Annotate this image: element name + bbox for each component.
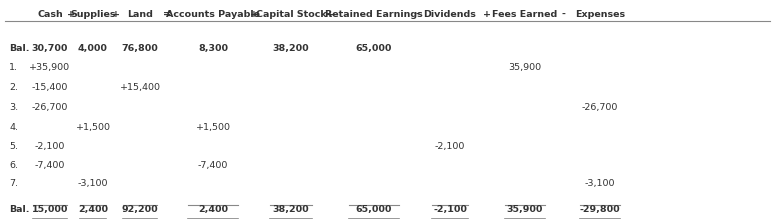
Text: Retained Earnings: Retained Earnings — [325, 10, 423, 19]
Text: 35,900: 35,900 — [507, 205, 543, 214]
Text: -2,100: -2,100 — [433, 205, 467, 214]
Text: -7,400: -7,400 — [198, 161, 228, 170]
Text: -26,700: -26,700 — [582, 103, 618, 112]
Text: =: = — [163, 10, 171, 19]
Text: +: + — [483, 10, 491, 19]
Text: 2.: 2. — [9, 83, 18, 92]
Text: 30,700: 30,700 — [32, 44, 68, 53]
Text: +35,900: +35,900 — [30, 64, 71, 72]
Text: Bal.: Bal. — [9, 44, 30, 53]
Text: -15,400: -15,400 — [32, 83, 68, 92]
Text: +15,400: +15,400 — [120, 83, 161, 92]
Text: 65,000: 65,000 — [356, 205, 392, 214]
Text: Fees Earned: Fees Earned — [493, 10, 558, 19]
Text: 5.: 5. — [9, 142, 18, 151]
Text: 4,000: 4,000 — [78, 44, 108, 53]
Text: 7.: 7. — [9, 179, 18, 188]
Text: 4.: 4. — [9, 123, 18, 132]
Text: 35,900: 35,900 — [508, 64, 542, 72]
Text: Land: Land — [127, 10, 153, 19]
Text: Expenses: Expenses — [575, 10, 625, 19]
Text: 8,300: 8,300 — [198, 44, 228, 53]
Text: -2,100: -2,100 — [35, 142, 65, 151]
Text: Capital Stock: Capital Stock — [256, 10, 326, 19]
Text: 2,400: 2,400 — [78, 205, 108, 214]
Text: -29,800: -29,800 — [580, 205, 620, 214]
Text: +: + — [112, 10, 120, 19]
Text: +: + — [326, 10, 334, 19]
Text: 6.: 6. — [9, 161, 18, 170]
Text: Bal.: Bal. — [9, 205, 30, 214]
Text: Accounts Payable: Accounts Payable — [166, 10, 260, 19]
Text: Dividends: Dividends — [423, 10, 476, 19]
Text: -7,400: -7,400 — [35, 161, 65, 170]
Text: -3,100: -3,100 — [78, 179, 108, 188]
Text: 92,200: 92,200 — [122, 205, 159, 214]
Text: 38,200: 38,200 — [273, 205, 309, 214]
Text: 3.: 3. — [9, 103, 18, 112]
Text: -: - — [561, 10, 565, 19]
Text: 65,000: 65,000 — [356, 44, 392, 53]
Text: -26,700: -26,700 — [32, 103, 68, 112]
Text: +1,500: +1,500 — [75, 123, 110, 132]
Text: 76,800: 76,800 — [122, 44, 159, 53]
Text: +1,500: +1,500 — [196, 123, 231, 132]
Text: -: - — [415, 10, 419, 19]
Text: +: + — [250, 10, 258, 19]
Text: 2,400: 2,400 — [198, 205, 228, 214]
Text: 1.: 1. — [9, 64, 18, 72]
Text: +: + — [67, 10, 75, 19]
Text: -2,100: -2,100 — [435, 142, 465, 151]
Text: 15,000: 15,000 — [32, 205, 68, 214]
Text: -3,100: -3,100 — [585, 179, 615, 188]
Text: 38,200: 38,200 — [273, 44, 309, 53]
Text: Cash: Cash — [37, 10, 63, 19]
Text: Supplies: Supplies — [70, 10, 116, 19]
